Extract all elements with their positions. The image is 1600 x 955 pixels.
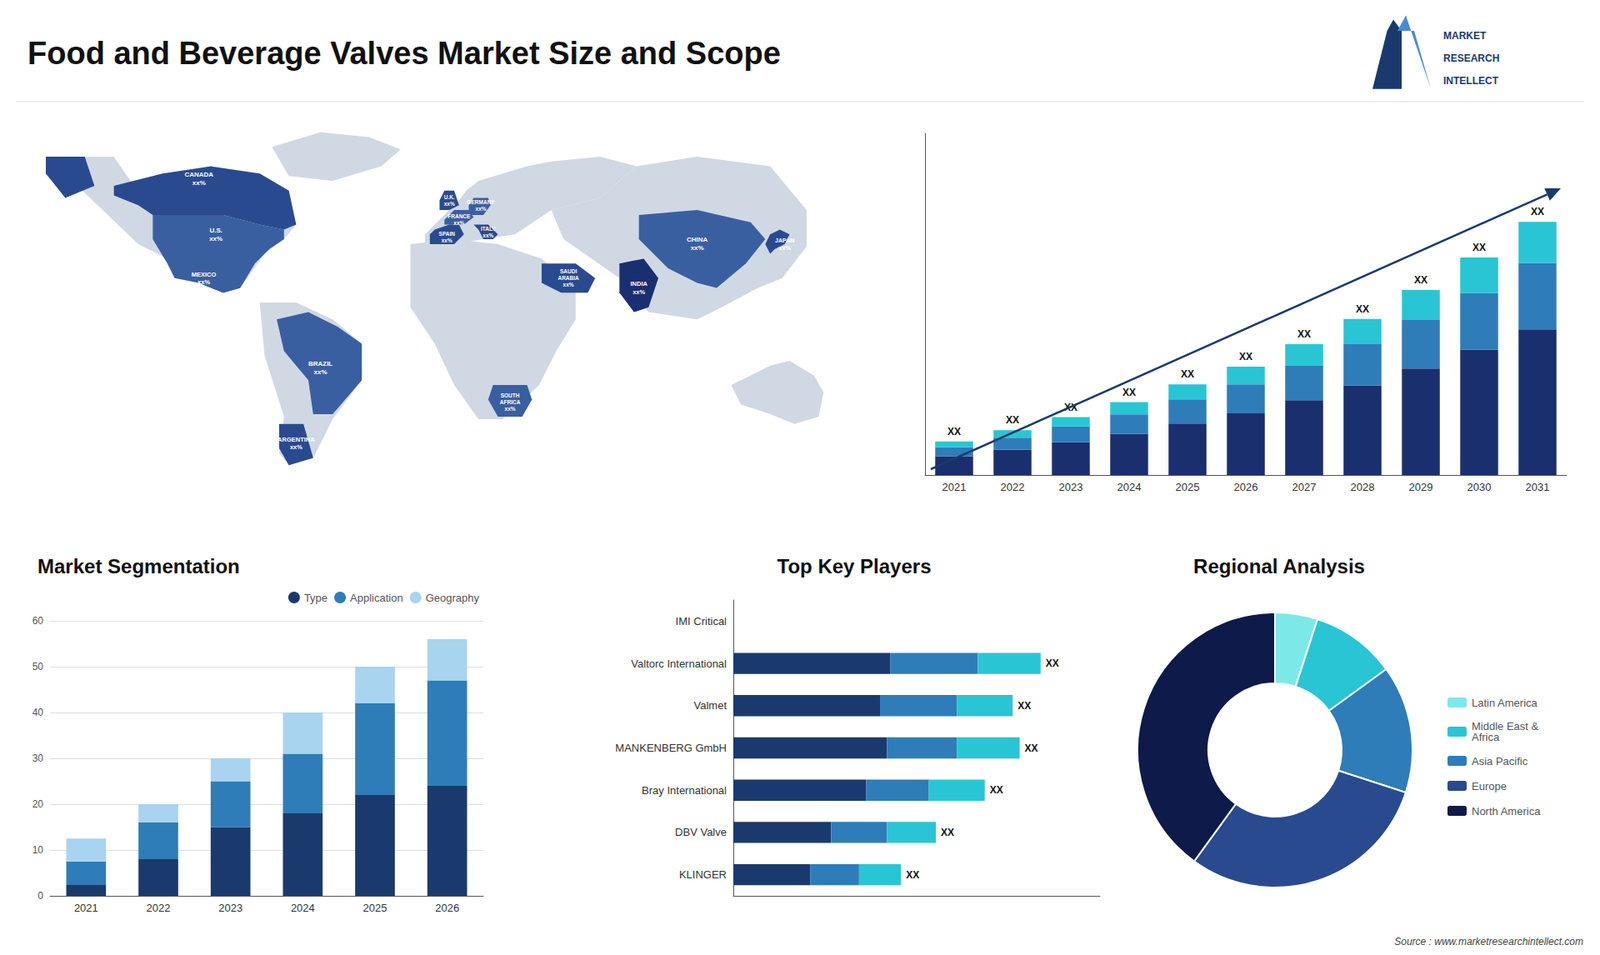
svg-text:IMI Critical: IMI Critical (675, 615, 728, 628)
svg-text:2026: 2026 (1234, 480, 1259, 494)
svg-text:Regional Analysis: Regional Analysis (1193, 555, 1365, 578)
svg-text:Asia Pacific: Asia Pacific (1471, 755, 1529, 768)
svg-text:Middle East &: Middle East & (1471, 720, 1539, 733)
svg-text:20: 20 (32, 798, 45, 810)
svg-text:2027: 2027 (1292, 480, 1317, 494)
svg-text:xx%: xx% (779, 245, 792, 251)
svg-text:XX: XX (1355, 303, 1370, 315)
svg-text:2025: 2025 (363, 901, 388, 915)
svg-text:xx%: xx% (690, 244, 705, 252)
svg-text:xx%: xx% (563, 281, 575, 288)
svg-text:SPAIN: SPAIN (439, 230, 456, 237)
svg-text:XX: XX (947, 425, 961, 438)
svg-text:2029: 2029 (1409, 480, 1434, 494)
svg-text:Bray International: Bray International (641, 784, 727, 797)
svg-text:2021: 2021 (942, 480, 967, 494)
svg-text:XX: XX (1005, 414, 1020, 426)
svg-text:XX: XX (1472, 241, 1486, 254)
svg-text:Market Segmentation: Market Segmentation (37, 555, 240, 578)
svg-text:U.K.: U.K. (444, 194, 455, 200)
svg-text:Source : www.marketresearchint: Source : www.marketresearchintellect.com (1394, 935, 1584, 948)
svg-text:2022: 2022 (1000, 480, 1025, 494)
svg-text:2023: 2023 (218, 901, 243, 915)
svg-text:MARKET: MARKET (1443, 30, 1487, 42)
svg-text:40: 40 (32, 706, 45, 719)
svg-text:XX: XX (1414, 274, 1428, 286)
svg-text:Valtorc International: Valtorc International (630, 657, 727, 670)
svg-text:XX: XX (940, 826, 955, 839)
svg-text:Geography: Geography (425, 591, 480, 605)
svg-text:xx%: xx% (290, 443, 303, 451)
svg-text:CANADA: CANADA (184, 170, 214, 179)
svg-text:MANKENBERG GmbH: MANKENBERG GmbH (615, 741, 727, 755)
svg-text:SOUTH: SOUTH (500, 392, 520, 399)
svg-text:xx%: xx% (314, 368, 328, 376)
svg-text:BRAZIL: BRAZIL (308, 360, 333, 368)
svg-text:INDIA: INDIA (630, 280, 648, 288)
svg-text:CHINA: CHINA (686, 235, 709, 244)
svg-text:0: 0 (37, 890, 44, 902)
svg-text:XX: XX (1297, 328, 1311, 340)
svg-text:SAUDI: SAUDI (560, 268, 577, 275)
svg-text:XX: XX (1122, 386, 1136, 399)
svg-text:XX: XX (1017, 700, 1031, 712)
svg-text:50: 50 (32, 660, 45, 673)
svg-text:60: 60 (32, 615, 45, 627)
svg-text:2025: 2025 (1175, 480, 1200, 494)
svg-text:GERMANY: GERMANY (466, 199, 495, 205)
svg-text:30: 30 (32, 752, 45, 765)
svg-text:2022: 2022 (146, 901, 171, 915)
svg-text:xx%: xx% (444, 200, 455, 207)
svg-text:2024: 2024 (290, 901, 315, 915)
svg-text:XX: XX (1180, 368, 1195, 380)
svg-text:xx%: xx% (505, 405, 516, 412)
svg-text:JAPAN: JAPAN (775, 237, 795, 244)
svg-text:xx%: xx% (453, 220, 465, 226)
svg-text:2031: 2031 (1525, 480, 1550, 494)
svg-text:2021: 2021 (74, 901, 99, 915)
svg-text:xx%: xx% (475, 205, 487, 212)
svg-text:Top Key Players: Top Key Players (777, 555, 932, 578)
svg-text:RESEARCH: RESEARCH (1443, 52, 1500, 65)
svg-text:Latin America: Latin America (1471, 696, 1539, 710)
svg-text:MEXICO: MEXICO (191, 270, 217, 279)
svg-text:Valmet: Valmet (694, 699, 728, 712)
svg-text:2030: 2030 (1467, 480, 1492, 494)
svg-text:ARABIA: ARABIA (557, 275, 580, 281)
svg-text:XX: XX (905, 869, 920, 881)
svg-text:Food and Beverage Valves Marke: Food and Beverage Valves Market Size and… (27, 35, 781, 71)
svg-text:XX: XX (1025, 742, 1039, 755)
svg-text:XX: XX (1064, 401, 1078, 413)
svg-text:10: 10 (32, 844, 45, 856)
svg-text:XX: XX (1045, 657, 1060, 670)
svg-text:DBV Valve: DBV Valve (675, 825, 727, 839)
svg-text:FRANCE: FRANCE (447, 213, 471, 220)
svg-text:xx%: xx% (441, 237, 453, 244)
svg-text:XX: XX (1530, 205, 1545, 218)
svg-text:AFRICA: AFRICA (500, 399, 521, 405)
svg-text:North America: North America (1471, 805, 1541, 818)
svg-text:xx%: xx% (632, 288, 645, 296)
svg-text:INTELLECT: INTELLECT (1443, 75, 1500, 87)
svg-text:ITALY: ITALY (480, 225, 496, 232)
svg-text:2023: 2023 (1059, 480, 1084, 494)
svg-text:XX: XX (1239, 350, 1253, 363)
svg-text:2024: 2024 (1117, 480, 1142, 494)
svg-text:Type: Type (304, 591, 328, 605)
svg-text:2026: 2026 (435, 901, 460, 915)
svg-text:XX: XX (990, 784, 1004, 796)
svg-text:U.S.: U.S. (209, 226, 223, 235)
svg-text:KLINGER: KLINGER (679, 868, 727, 881)
svg-text:Europe: Europe (1471, 780, 1507, 793)
svg-text:ARGENTINA: ARGENTINA (277, 435, 315, 444)
svg-text:2028: 2028 (1350, 480, 1375, 494)
svg-text:xx%: xx% (197, 278, 210, 286)
svg-text:xx%: xx% (482, 232, 494, 239)
svg-text:Application: Application (350, 591, 404, 605)
svg-text:xx%: xx% (192, 179, 206, 187)
svg-text:Africa: Africa (1471, 730, 1500, 744)
svg-text:xx%: xx% (209, 235, 223, 243)
